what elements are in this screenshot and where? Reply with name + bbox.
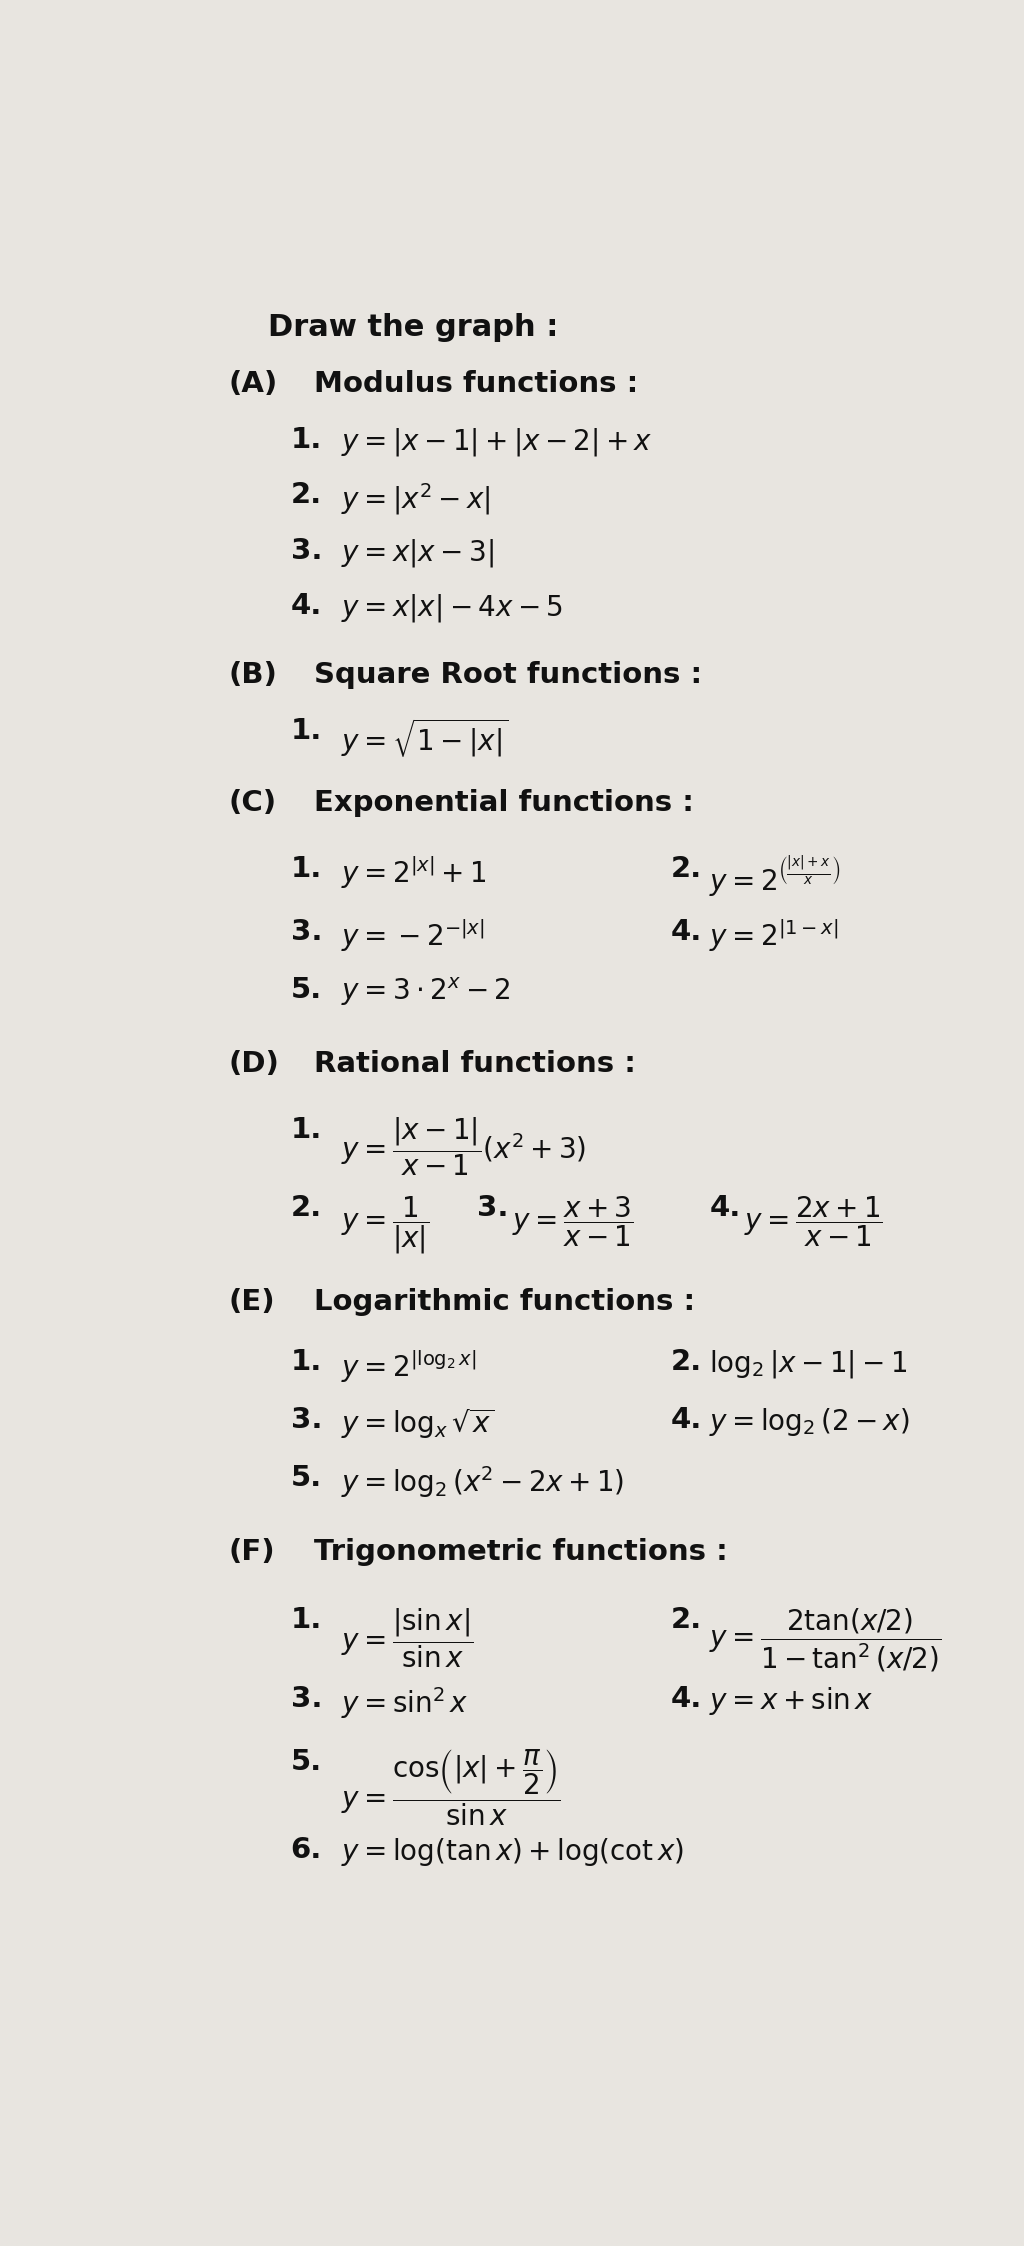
Text: $y = 2^{|\log_2 x|}$: $y = 2^{|\log_2 x|}$ [341, 1348, 476, 1386]
Text: Rational functions :: Rational functions : [314, 1051, 636, 1078]
Text: $y = \dfrac{\cos\!\left(|x| + \dfrac{\pi}{2}\right)}{\sin x}$: $y = \dfrac{\cos\!\left(|x| + \dfrac{\pi… [341, 1747, 560, 1828]
Text: 2.: 2. [671, 1348, 701, 1377]
Text: $y = 2^{|1-x|}$: $y = 2^{|1-x|}$ [710, 919, 839, 955]
Text: $y = \sin^2 x$: $y = \sin^2 x$ [341, 1684, 469, 1720]
Text: 2.: 2. [671, 1606, 701, 1635]
Text: (B): (B) [228, 663, 278, 690]
Text: $y = |x - 1| + |x - 2| + x$: $y = |x - 1| + |x - 2| + x$ [341, 427, 652, 458]
Text: Draw the graph :: Draw the graph : [267, 312, 558, 341]
Text: Modulus functions :: Modulus functions : [314, 371, 638, 398]
Text: $y = |x^2 - x|$: $y = |x^2 - x|$ [341, 481, 490, 517]
Text: (C): (C) [228, 788, 276, 818]
Text: 1.: 1. [291, 716, 323, 746]
Text: $y = \dfrac{|\sin x|}{\sin x}$: $y = \dfrac{|\sin x|}{\sin x}$ [341, 1606, 474, 1671]
Text: 3.: 3. [291, 1406, 323, 1433]
Text: 5.: 5. [291, 1747, 322, 1777]
Text: 4.: 4. [710, 1195, 740, 1222]
Text: $y = x|x - 3|$: $y = x|x - 3|$ [341, 537, 494, 568]
Text: $y = \log_2(x^2 - 2x + 1)$: $y = \log_2(x^2 - 2x + 1)$ [341, 1464, 625, 1500]
Text: 1.: 1. [291, 1606, 323, 1635]
Text: Trigonometric functions :: Trigonometric functions : [314, 1539, 728, 1565]
Text: (D): (D) [228, 1051, 280, 1078]
Text: 6.: 6. [291, 1837, 323, 1864]
Text: $\log_2 |x - 1| - 1$: $\log_2 |x - 1| - 1$ [710, 1348, 907, 1381]
Text: (F): (F) [228, 1539, 275, 1565]
Text: $y = -2^{-|x|}$: $y = -2^{-|x|}$ [341, 919, 484, 955]
Text: 1.: 1. [291, 1116, 323, 1143]
Text: $y = \log_2(2 - x)$: $y = \log_2(2 - x)$ [710, 1406, 910, 1437]
Text: $y = \log_x \sqrt{x}$: $y = \log_x \sqrt{x}$ [341, 1406, 495, 1440]
Text: 3.: 3. [291, 919, 323, 946]
Text: 4.: 4. [671, 1406, 701, 1433]
Text: $y = 2^{\left(\frac{|x|+x}{x}\right)}$: $y = 2^{\left(\frac{|x|+x}{x}\right)}$ [710, 856, 841, 898]
Text: $y = \dfrac{|x-1|}{x-1}(x^2+3)$: $y = \dfrac{|x-1|}{x-1}(x^2+3)$ [341, 1116, 587, 1179]
Text: 1.: 1. [291, 856, 323, 883]
Text: 2.: 2. [671, 856, 701, 883]
Text: (E): (E) [228, 1289, 275, 1316]
Text: $y = x + \sin x$: $y = x + \sin x$ [710, 1684, 873, 1716]
Text: $y = x|x| - 4x - 5$: $y = x|x| - 4x - 5$ [341, 593, 563, 624]
Text: 2.: 2. [291, 1195, 322, 1222]
Text: Logarithmic functions :: Logarithmic functions : [314, 1289, 695, 1316]
Text: 5.: 5. [291, 1464, 322, 1491]
Text: 1.: 1. [291, 427, 323, 454]
Text: 5.: 5. [291, 975, 322, 1004]
Text: 3.: 3. [291, 1684, 323, 1714]
Text: Square Root functions :: Square Root functions : [314, 663, 702, 690]
Text: $y = \dfrac{1}{|x|}$: $y = \dfrac{1}{|x|}$ [341, 1195, 429, 1256]
Text: 2.: 2. [291, 481, 322, 510]
Text: $y = \sqrt{1 - |x|}$: $y = \sqrt{1 - |x|}$ [341, 716, 509, 761]
Text: $y = 2^{|x|} + 1$: $y = 2^{|x|} + 1$ [341, 856, 486, 892]
Text: 4.: 4. [671, 1684, 701, 1714]
Text: 3.: 3. [291, 537, 323, 564]
Text: 1.: 1. [291, 1348, 323, 1377]
Text: (A): (A) [228, 371, 278, 398]
Text: 4.: 4. [671, 919, 701, 946]
Text: $y = 3 \cdot 2^x - 2$: $y = 3 \cdot 2^x - 2$ [341, 975, 511, 1008]
Text: $y = \log(\tan x) + \log(\cot x)$: $y = \log(\tan x) + \log(\cot x)$ [341, 1837, 684, 1869]
Text: $y = \dfrac{2\tan(x/2)}{1-\tan^2(x/2)}$: $y = \dfrac{2\tan(x/2)}{1-\tan^2(x/2)}$ [710, 1606, 942, 1673]
Text: $y = \dfrac{2x+1}{x-1}$: $y = \dfrac{2x+1}{x-1}$ [744, 1195, 883, 1249]
Text: 3.: 3. [477, 1195, 508, 1222]
Text: 4.: 4. [291, 593, 323, 620]
Text: $y = \dfrac{x+3}{x-1}$: $y = \dfrac{x+3}{x-1}$ [512, 1195, 633, 1249]
Text: Exponential functions :: Exponential functions : [314, 788, 694, 818]
